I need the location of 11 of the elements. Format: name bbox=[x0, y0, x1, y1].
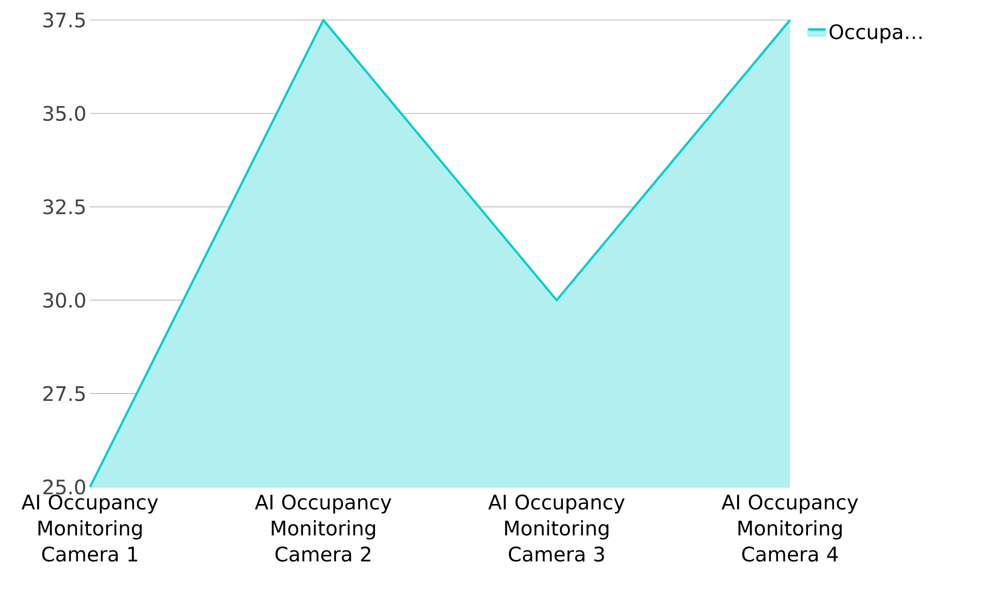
y-tick-label: 32.5 bbox=[43, 199, 85, 214]
x-tick-label: AI Occupancy Monitoring Camera 2 bbox=[254, 494, 392, 562]
y-tick-label: 35.0 bbox=[43, 106, 86, 121]
x-tick-label: AI Occupancy Monitoring Camera 1 bbox=[22, 494, 158, 562]
y-tick-label: 37.5 bbox=[43, 12, 85, 28]
x-tick-label: AI Occupancy Monitoring Camera 4 bbox=[722, 494, 858, 562]
y-tick-label: 25.0 bbox=[43, 479, 86, 495]
legend-label: Occupa… bbox=[830, 24, 922, 44]
y-tick-label: 27.5 bbox=[43, 386, 85, 402]
y-tick-label: 30.0 bbox=[43, 292, 86, 308]
x-tick-label: AI Occupancy Monitoring Camera 3 bbox=[488, 494, 625, 562]
